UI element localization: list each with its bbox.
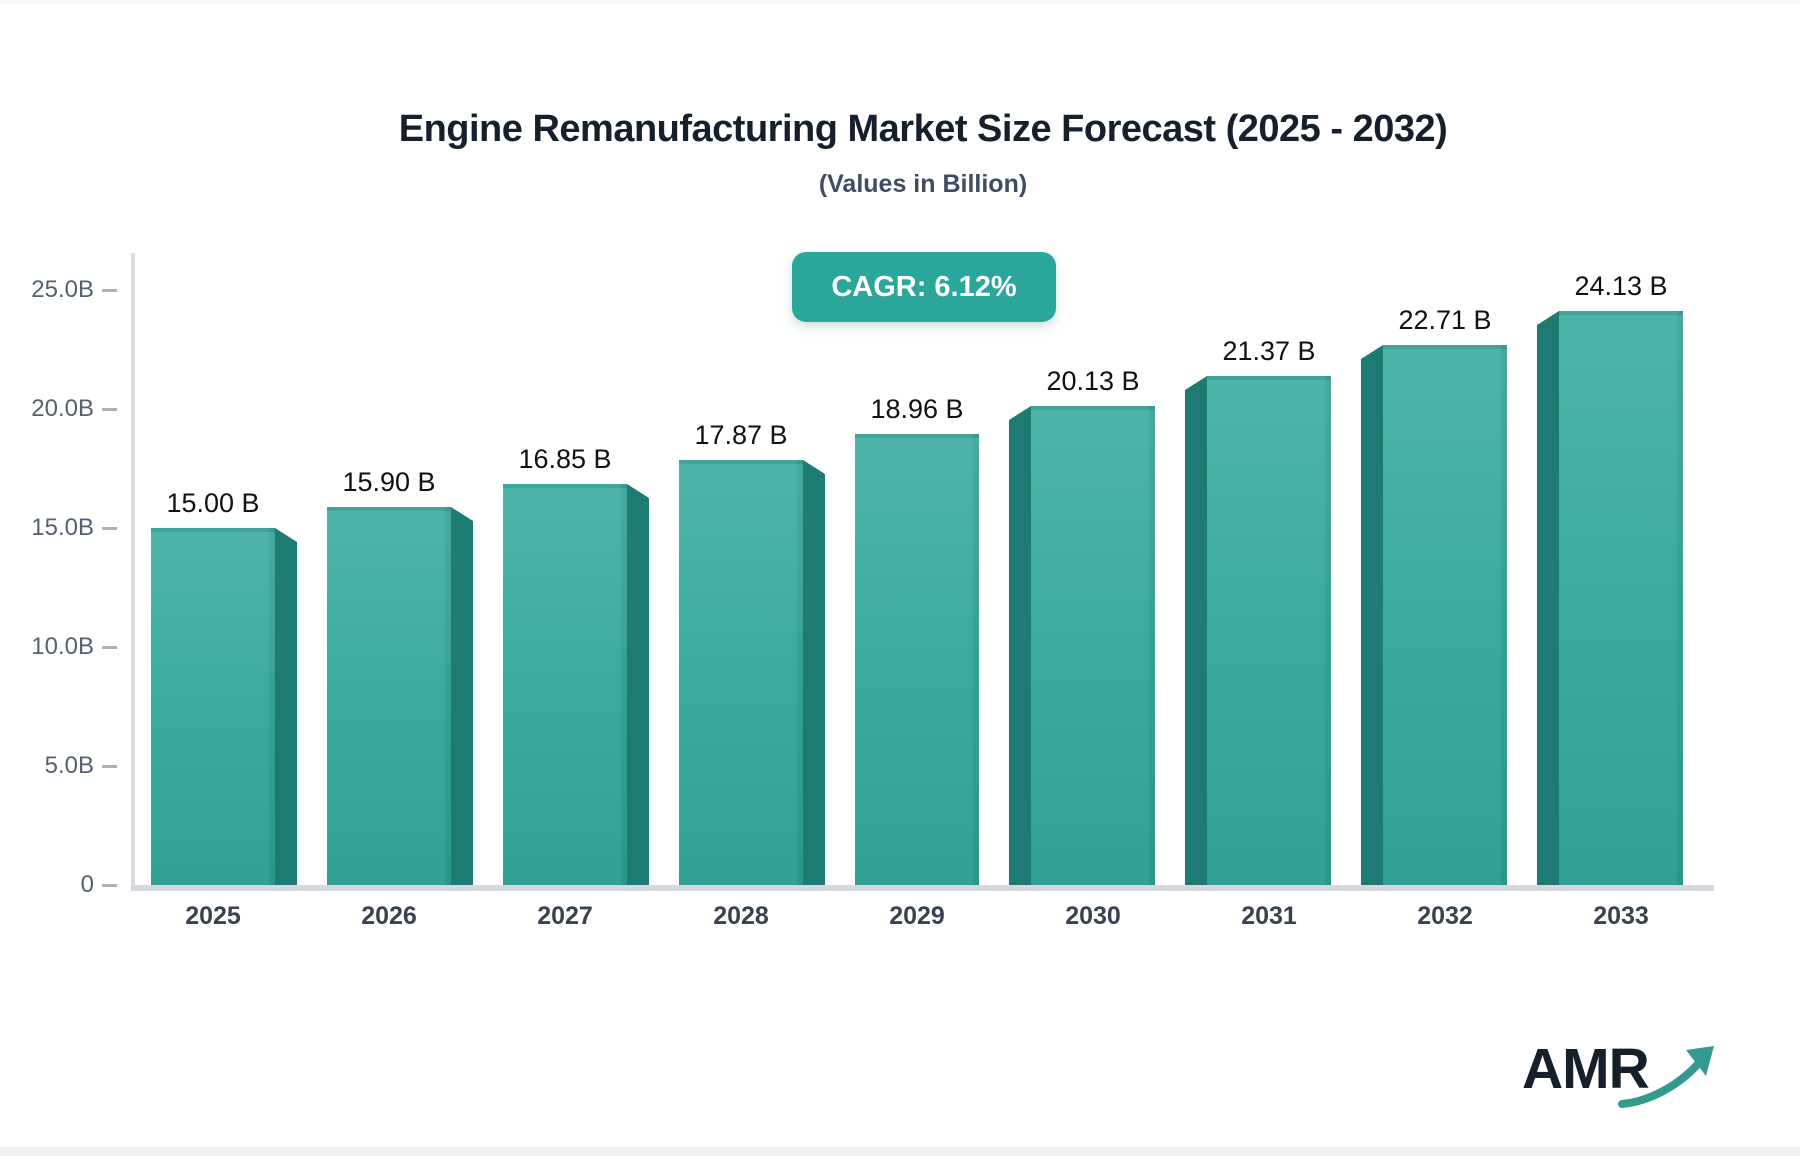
- bar-value-label: 22.71 B: [1398, 305, 1492, 335]
- y-tick-dash: [102, 289, 117, 292]
- bottom-edge-strip: [0, 1147, 1800, 1156]
- y-tick-dash: [102, 646, 117, 649]
- x-axis-label-2026: 2026: [361, 902, 417, 930]
- bar-value-label: 15.00 B: [166, 488, 260, 518]
- bar-2033: [1559, 311, 1683, 885]
- bar-side-face: [1361, 345, 1383, 885]
- bar-side-face: [275, 528, 297, 885]
- bar-value-label: 18.96 B: [870, 394, 964, 424]
- bar-2028: [679, 460, 803, 885]
- bar-2030: [1031, 406, 1155, 885]
- cagr-badge: CAGR: 6.12%: [792, 252, 1056, 322]
- y-axis-line: [131, 253, 135, 889]
- y-tick-label: 0: [80, 871, 94, 898]
- chart-subtitle: (Values in Billion): [818, 170, 1028, 198]
- bar-side-face: [627, 484, 649, 885]
- bar-value-label: 15.90 B: [342, 467, 436, 497]
- bar-2032: [1383, 345, 1507, 885]
- y-tick-dash: [102, 884, 117, 887]
- y-tick-label: 20.0B: [31, 395, 94, 422]
- bar-2029: [855, 434, 979, 885]
- y-tick-dash: [102, 765, 117, 768]
- bar-side-face: [451, 507, 473, 885]
- x-axis-label-2028: 2028: [713, 902, 769, 930]
- growth-arrow-icon: [1618, 1046, 1714, 1108]
- x-axis-label-2032: 2032: [1417, 902, 1473, 930]
- y-tick-dash: [102, 527, 117, 530]
- x-axis-label-2027: 2027: [537, 902, 593, 930]
- amr-logo: AMR: [1522, 1036, 1722, 1126]
- x-axis-label-2031: 2031: [1241, 902, 1297, 930]
- y-tick-label: 5.0B: [44, 752, 94, 779]
- bar-2031: [1207, 376, 1331, 885]
- bar-side-face: [803, 460, 825, 885]
- bar-2025: [151, 528, 275, 885]
- y-tick-label: 10.0B: [31, 633, 94, 660]
- y-tick-dash: [102, 408, 117, 411]
- bar-value-label: 20.13 B: [1046, 366, 1140, 396]
- top-edge-strip: [0, 0, 1800, 4]
- x-axis-label-2029: 2029: [889, 902, 945, 930]
- chart-title: Engine Remanufacturing Market Size Forec…: [398, 108, 1448, 150]
- bar-2026: [327, 507, 451, 885]
- bar-side-face: [1185, 376, 1207, 885]
- x-axis-line: [131, 885, 1714, 891]
- bar-value-label: 24.13 B: [1574, 271, 1668, 301]
- amr-logo-text: AMR: [1522, 1037, 1650, 1101]
- bar-side-face: [1009, 406, 1031, 885]
- bar-value-label: 16.85 B: [518, 444, 612, 474]
- y-tick-label: 25.0B: [31, 276, 94, 303]
- x-axis-label-2033: 2033: [1593, 902, 1649, 930]
- bar-value-label: 17.87 B: [694, 420, 788, 450]
- bar-2027: [503, 484, 627, 885]
- x-axis-label-2025: 2025: [185, 902, 241, 930]
- x-axis-label-2030: 2030: [1065, 902, 1121, 930]
- y-tick-label: 15.0B: [31, 514, 94, 541]
- bar-value-label: 21.37 B: [1222, 336, 1316, 366]
- bar-side-face: [1537, 311, 1559, 885]
